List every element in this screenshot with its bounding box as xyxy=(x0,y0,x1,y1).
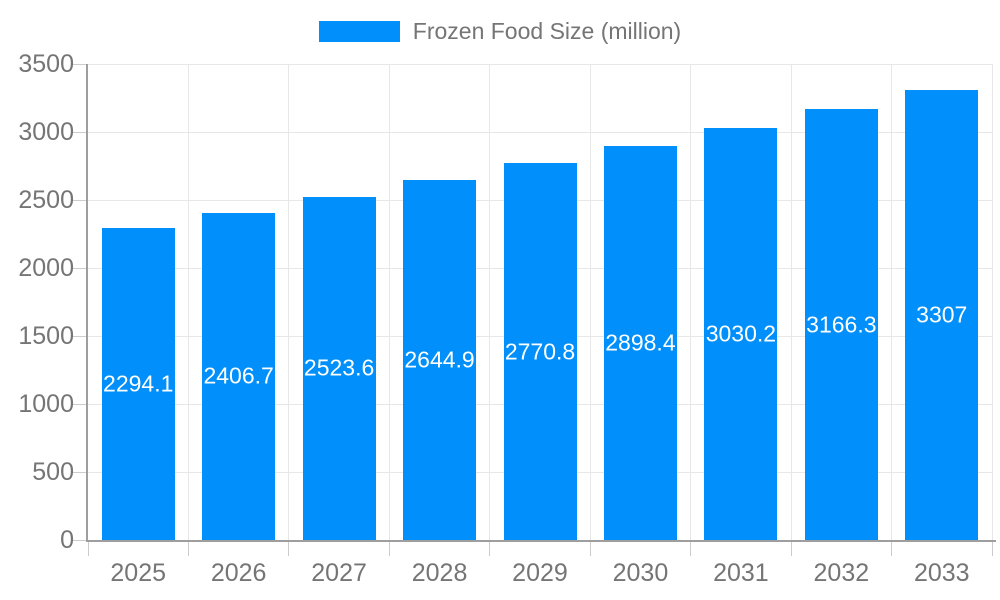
y-axis-label: 3500 xyxy=(18,50,74,78)
bar[interactable]: 2898.4 xyxy=(603,145,677,540)
gridline-h xyxy=(88,63,992,65)
x-axis-label: 2032 xyxy=(813,559,870,587)
x-axis-line xyxy=(86,540,996,542)
bar-value-label: 2406.7 xyxy=(203,362,274,389)
x-axis-label: 2030 xyxy=(612,559,669,587)
x-axis-tick xyxy=(388,540,390,556)
x-axis-label: 2031 xyxy=(713,559,769,587)
y-axis-tick xyxy=(73,539,88,541)
x-axis-tick xyxy=(991,540,993,556)
y-axis-label: 1000 xyxy=(18,390,74,418)
bar[interactable]: 3166.3 xyxy=(804,109,878,540)
y-axis-tick xyxy=(73,63,88,65)
x-axis-tick xyxy=(87,540,89,556)
x-axis-label: 2025 xyxy=(110,559,167,587)
y-axis-tick xyxy=(73,199,88,201)
gridline-h xyxy=(88,131,992,133)
y-axis-tick xyxy=(73,403,88,405)
gridline-v xyxy=(690,64,692,540)
bar-value-label: 3166.3 xyxy=(806,311,877,338)
y-axis-label: 2000 xyxy=(18,254,74,282)
x-axis-label: 2033 xyxy=(913,559,970,587)
gridline-v xyxy=(589,64,591,540)
x-axis-tick xyxy=(891,540,893,556)
gridline-v xyxy=(891,64,893,540)
bar-value-label: 2294.1 xyxy=(103,370,174,397)
x-axis-tick xyxy=(489,540,491,556)
bar[interactable]: 2406.7 xyxy=(202,212,276,540)
gridline-v xyxy=(790,64,792,540)
y-axis-label: 2500 xyxy=(18,186,74,214)
bar[interactable]: 2294.1 xyxy=(101,228,175,540)
gridline-v xyxy=(991,64,993,540)
x-axis-tick xyxy=(790,540,792,556)
x-axis-tick xyxy=(187,540,189,556)
legend-marker xyxy=(318,20,400,42)
legend-label: Frozen Food Size (million) xyxy=(412,18,682,44)
x-axis-tick xyxy=(690,540,692,556)
plot-area: 2294.1 2406.7 2523.6 2644.9 2770.8 2898.4 3030… xyxy=(88,63,993,540)
gridline-v xyxy=(187,64,189,540)
gridline-v xyxy=(489,64,491,540)
y-axis-tick xyxy=(73,131,88,133)
bar[interactable]: 3030.2 xyxy=(704,127,778,540)
bar-value-label: 2770.8 xyxy=(504,338,576,365)
legend[interactable]: Frozen Food Size (million) xyxy=(0,15,1000,47)
x-axis-label: 2028 xyxy=(411,559,468,587)
x-axis-label: 2027 xyxy=(311,559,367,587)
y-axis-label: 1500 xyxy=(18,322,74,350)
y-axis-label: 0 xyxy=(60,526,74,554)
bar-value-label: 3030.2 xyxy=(705,320,777,347)
y-axis-label: 3000 xyxy=(18,118,74,146)
x-axis-label: 2026 xyxy=(210,559,267,587)
y-axis-line xyxy=(86,64,88,542)
x-axis-tick xyxy=(288,540,290,556)
y-axis-label: 500 xyxy=(32,458,74,486)
bar-value-label: 2523.6 xyxy=(303,354,375,381)
gridline-v xyxy=(288,64,290,540)
bar[interactable]: 2770.8 xyxy=(503,163,577,540)
bar-value-label: 2898.4 xyxy=(605,329,676,356)
bar-value-label: 2644.9 xyxy=(404,346,475,373)
bar-value-label: 3307 xyxy=(916,301,968,328)
gridline-v xyxy=(388,64,390,540)
y-axis-tick xyxy=(73,471,88,473)
x-axis-label: 2029 xyxy=(512,559,568,587)
bar[interactable]: 2523.6 xyxy=(302,196,376,540)
bar[interactable]: 2644.9 xyxy=(403,180,477,540)
bar[interactable]: 3307 xyxy=(905,90,979,540)
y-axis-tick xyxy=(73,267,88,269)
y-axis-tick xyxy=(73,335,88,337)
x-axis-tick xyxy=(589,540,591,556)
